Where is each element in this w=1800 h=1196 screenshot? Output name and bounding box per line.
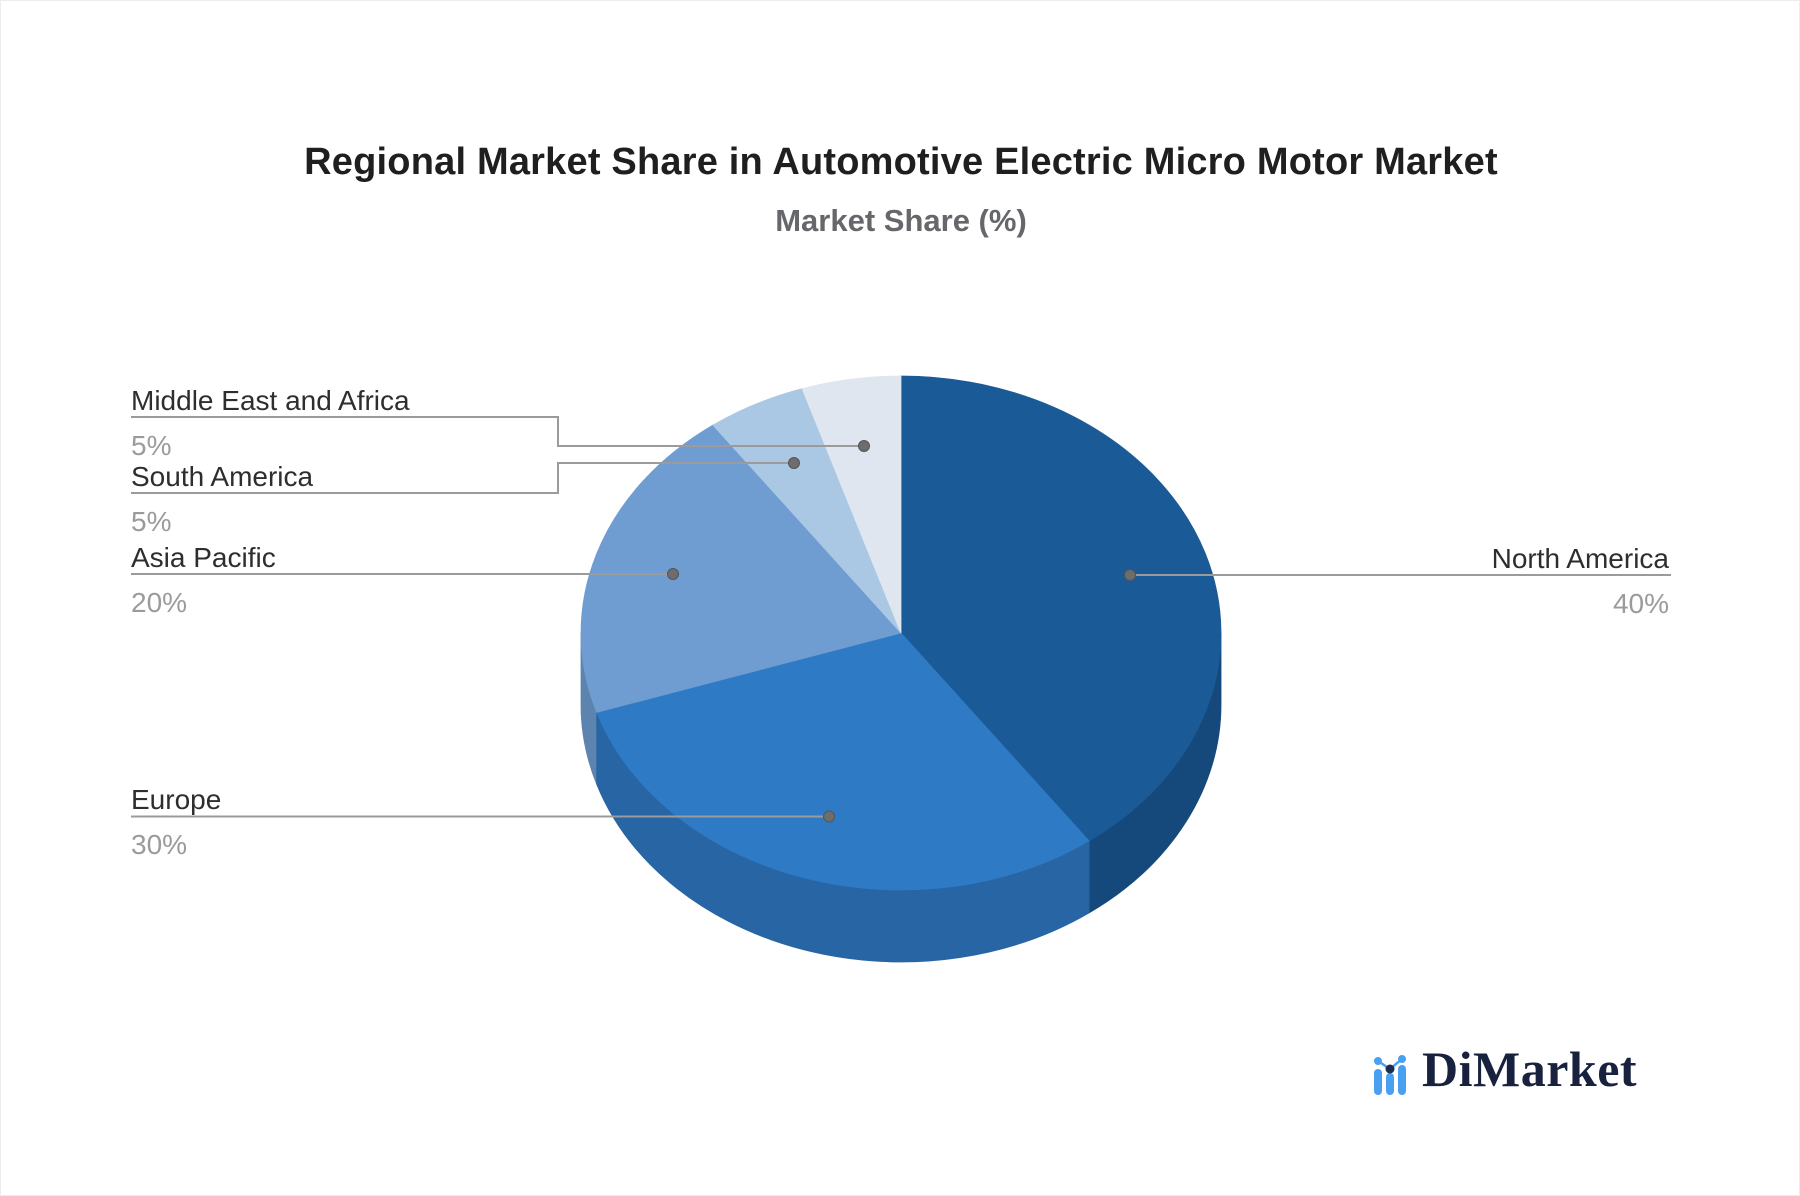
logo-text: DiMarket — [1422, 1041, 1638, 1097]
label-connector-line — [131, 462, 794, 494]
connector-dot — [667, 568, 679, 580]
dimarket-logo: DiMarket — [1373, 1041, 1637, 1097]
bar-chart-logo-icon — [1374, 1055, 1406, 1095]
slice-label-europe: Europe — [131, 784, 222, 815]
slice-value-south-america: 5% — [131, 506, 172, 537]
slice-value-europe: 30% — [131, 829, 188, 860]
chart-subtitle: Market Share (%) — [775, 203, 1027, 238]
slice-label-middle-east-and-africa: Middle East and Africa — [131, 385, 410, 416]
pie-slice-north-america[interactable] — [900, 375, 1222, 842]
connector-dot — [823, 810, 835, 823]
slice-value-asia-pacific: 20% — [131, 587, 188, 618]
pie-slice-europe[interactable] — [596, 632, 1090, 891]
pie-slice-middle-east-and-africa[interactable] — [801, 375, 902, 634]
connector-dot — [1124, 569, 1136, 581]
slice-label-asia-pacific: Asia Pacific — [131, 542, 276, 573]
slice-label-north-america: North America — [1491, 543, 1669, 574]
connector-dot — [788, 457, 800, 469]
pie-slice-asia-pacific[interactable] — [580, 424, 902, 713]
slice-value-middle-east-and-africa: 5% — [131, 430, 172, 461]
slice-value-north-america: 40% — [1612, 588, 1669, 619]
chart-title: Regional Market Share in Automotive Elec… — [304, 141, 1498, 183]
connector-dot — [858, 440, 870, 452]
label-connector-line — [131, 416, 864, 447]
slice-label-south-america: South America — [131, 461, 314, 492]
